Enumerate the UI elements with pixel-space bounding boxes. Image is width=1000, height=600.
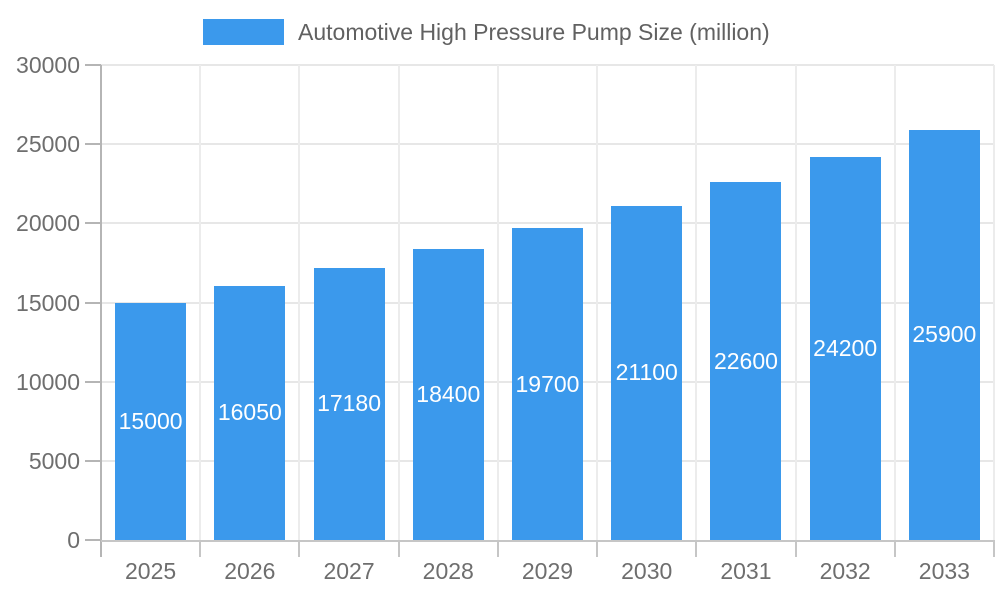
x-tick-2 — [298, 540, 301, 557]
y-axis-label-15000: 15000 — [16, 289, 80, 316]
x-axis-label-2026: 2026 — [224, 558, 276, 584]
x-axis-label-2029: 2029 — [521, 558, 574, 584]
bar-value-label: 19700 — [515, 370, 580, 397]
x-axis-label-2030: 2030 — [621, 558, 673, 584]
gridline-x-4 — [496, 65, 499, 540]
gridline-x-5 — [596, 65, 599, 540]
legend-swatch — [203, 19, 284, 45]
gridline-y-25000 — [101, 143, 994, 146]
gridline-x-6 — [695, 65, 698, 540]
x-tick-9 — [993, 540, 995, 557]
gridline-x-9 — [993, 65, 995, 540]
gridline-y-30000 — [101, 64, 994, 66]
y-tick-20000 — [85, 222, 101, 225]
bar-value-label: 21100 — [615, 359, 678, 386]
bar-2025[interactable]: 15000 — [115, 302, 187, 540]
gridline-x-2 — [298, 65, 301, 540]
x-axis-label-2033: 2033 — [918, 558, 970, 584]
gridline-x-7 — [794, 65, 797, 540]
gridline-x-3 — [397, 65, 400, 540]
y-axis-line — [100, 65, 102, 557]
bar-2027[interactable]: 17180 — [313, 267, 385, 540]
gridline-x-1 — [199, 65, 202, 540]
y-axis-label-20000: 20000 — [16, 210, 80, 237]
gridline-x-8 — [893, 65, 896, 540]
y-tick-10000 — [85, 380, 101, 383]
bar-2031[interactable]: 22600 — [710, 182, 782, 540]
x-tick-3 — [397, 540, 400, 557]
bar-2030[interactable]: 21100 — [611, 205, 683, 540]
x-axis-label-2031: 2031 — [720, 558, 772, 584]
x-tick-4 — [496, 540, 499, 557]
x-tick-6 — [695, 540, 698, 557]
y-tick-5000 — [85, 459, 101, 462]
chart-legend[interactable]: Automotive High Pressure Pump Size (mill… — [203, 19, 770, 45]
x-tick-1 — [199, 540, 202, 557]
bar-value-label: 17180 — [317, 390, 382, 417]
bar-2029[interactable]: 19700 — [512, 228, 583, 540]
bar-value-label: 18400 — [416, 380, 481, 407]
x-axis-line — [101, 540, 994, 542]
y-axis-label-10000: 10000 — [16, 368, 80, 395]
y-axis-label-0: 0 — [67, 527, 80, 553]
bar-2028[interactable]: 18400 — [412, 248, 484, 540]
bar-value-label: 24200 — [813, 334, 878, 361]
x-tick-7 — [794, 540, 797, 557]
y-tick-15000 — [85, 301, 101, 304]
bar-2033[interactable]: 25900 — [908, 129, 980, 540]
y-axis-label-5000: 5000 — [28, 447, 80, 474]
y-tick-30000 — [85, 64, 101, 66]
y-axis-label-25000: 25000 — [16, 131, 80, 158]
bar-value-label: 22600 — [713, 347, 778, 374]
x-axis-label-2028: 2028 — [422, 558, 474, 584]
x-tick-5 — [596, 540, 599, 557]
x-axis-label-2025: 2025 — [125, 558, 177, 584]
bar-value-label: 15000 — [118, 407, 183, 434]
x-tick-8 — [893, 540, 896, 557]
bar-value-label: 25900 — [912, 321, 977, 348]
x-axis-label-2032: 2032 — [819, 558, 871, 584]
y-tick-0 — [85, 539, 101, 541]
y-axis-label-30000: 30000 — [16, 52, 80, 78]
bar-2026[interactable]: 16050 — [214, 285, 286, 540]
bar-value-label: 16050 — [217, 399, 282, 426]
x-axis-label-2027: 2027 — [323, 558, 375, 584]
bar-2032[interactable]: 24200 — [809, 156, 881, 540]
gridline-y-20000 — [101, 222, 994, 225]
y-tick-25000 — [85, 143, 101, 146]
legend-title: Automotive High Pressure Pump Size (mill… — [298, 19, 770, 45]
